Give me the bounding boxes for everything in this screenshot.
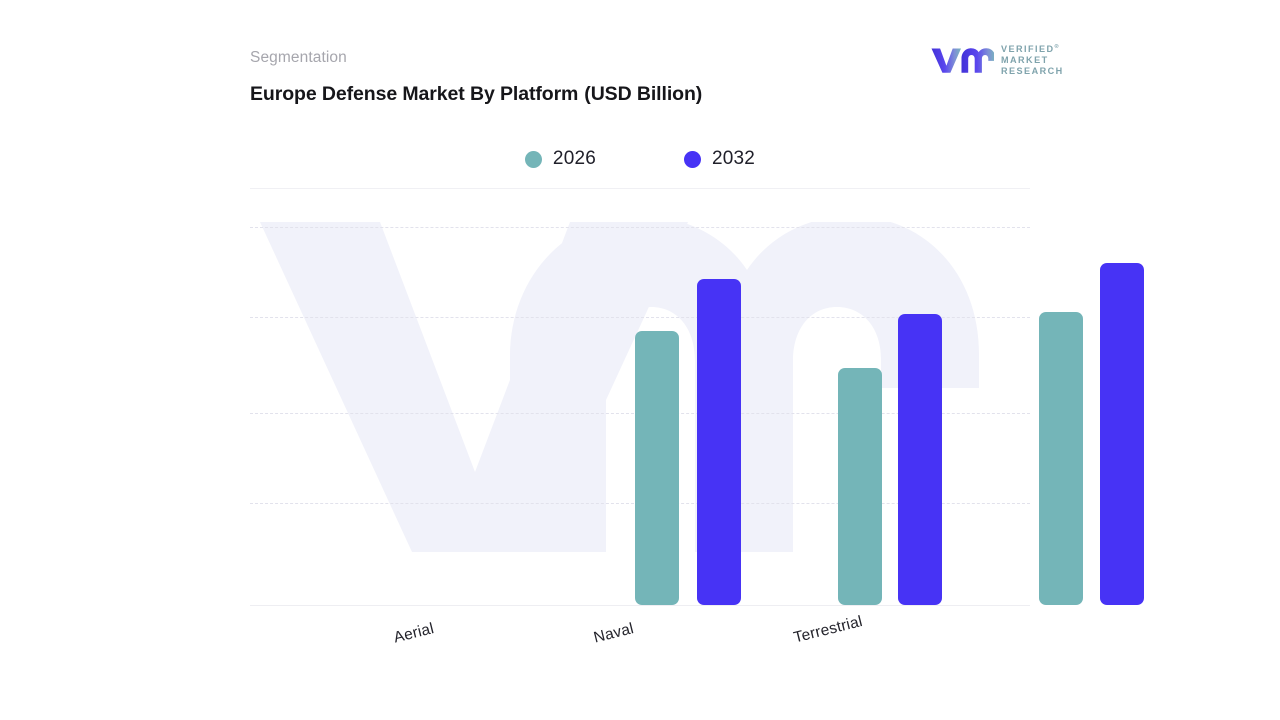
page-title: Europe Defense Market By Platform (USD Bi… (250, 83, 702, 106)
chart-legend: 2026 2032 (250, 148, 1030, 170)
bar-aerial-2032[interactable] (697, 279, 741, 605)
logo-line-research: RESEARCH (1001, 65, 1064, 76)
bar-aerial-2026[interactable] (635, 331, 679, 605)
legend-item-2032[interactable]: 2032 (684, 148, 755, 170)
bar-group-container (250, 196, 1144, 606)
vmr-monogram-icon (931, 48, 994, 73)
bar-terrestrial-2032[interactable] (1100, 263, 1144, 605)
x-axis-label-naval: Naval (592, 620, 636, 647)
legend-label-2026: 2026 (552, 148, 596, 169)
bar-naval-2026[interactable] (838, 368, 882, 605)
gridline-100 (250, 227, 1030, 228)
x-axis-line (250, 605, 1030, 606)
legend-swatch-icon-2032 (684, 150, 701, 168)
header-divider (250, 188, 1030, 189)
legend-swatch-icon-2026 (524, 150, 542, 168)
bar-naval-2032[interactable] (898, 314, 942, 605)
x-axis-labels: Aerial Naval Terrestrial (250, 612, 1030, 672)
eyebrow-label: Segmentation (250, 49, 347, 66)
logo-line-verified: VERIFIED® (1001, 44, 1059, 55)
logo-line-market: MARKET (1001, 55, 1049, 66)
legend-item-2026[interactable]: 2026 (524, 148, 596, 170)
logo-wordmark: VERIFIED® MARKET RESEARCH (1001, 43, 1064, 76)
chart-plot-area (250, 196, 1144, 606)
x-axis-label-aerial: Aerial (392, 620, 436, 647)
page-title-main: Europe Defense Market By Platform (250, 83, 579, 105)
gridline-75 (250, 317, 1030, 318)
x-axis-label-terrestrial: Terrestrial (792, 613, 865, 647)
page-title-units: (USD Billion) (584, 83, 703, 105)
bar-terrestrial-2026[interactable] (1039, 312, 1083, 605)
registered-mark-icon: ® (1054, 44, 1059, 51)
legend-label-2032: 2032 (712, 148, 756, 169)
vmr-logo: VERIFIED® MARKET RESEARCH (930, 42, 1062, 78)
